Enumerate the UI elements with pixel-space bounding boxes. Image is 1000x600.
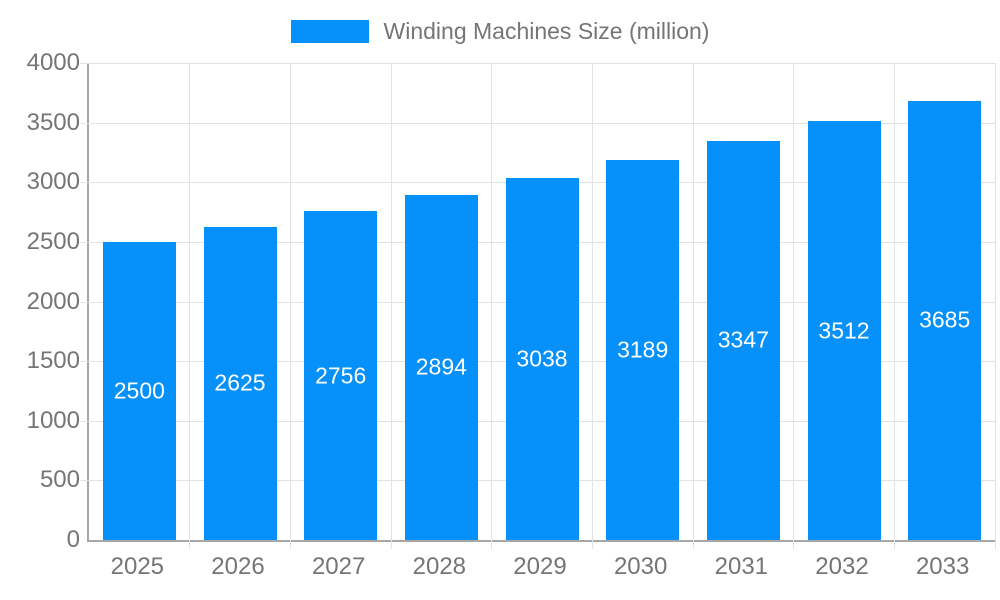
v-gridline xyxy=(692,63,694,549)
bar-value-label: 3189 xyxy=(617,336,669,363)
y-tick-label: 1500 xyxy=(26,347,80,375)
y-tick-label: 3000 xyxy=(26,168,80,196)
bar-2032[interactable]: 3512 xyxy=(807,121,881,540)
x-tick-label: 2029 xyxy=(513,553,567,580)
bar-value-label: 2894 xyxy=(415,353,467,380)
x-tick-label: 2026 xyxy=(211,553,265,580)
v-gridline xyxy=(491,63,493,549)
y-tick-label: 2500 xyxy=(26,227,80,255)
x-tick-label: 2027 xyxy=(311,553,366,580)
x-tick-label: 2028 xyxy=(412,553,467,580)
v-gridline xyxy=(591,63,593,549)
v-gridline xyxy=(893,63,895,549)
v-gridline xyxy=(289,63,291,549)
chart-legend[interactable]: Winding Machines Size (million) xyxy=(0,18,1000,45)
v-gridline xyxy=(793,63,795,549)
v-gridline xyxy=(994,63,996,549)
y-tick-label: 1000 xyxy=(26,406,80,434)
bar-2028[interactable]: 2894 xyxy=(404,194,478,540)
v-gridline xyxy=(189,63,191,549)
bar-value-label: 3347 xyxy=(717,326,769,353)
bar-2030[interactable]: 3189 xyxy=(606,159,680,540)
bar-value-label: 3038 xyxy=(516,345,568,372)
y-tick-label: 4000 xyxy=(26,49,80,76)
bar-value-label: 3512 xyxy=(818,317,870,344)
x-tick-label: 2031 xyxy=(714,553,769,580)
bar-2026[interactable]: 2625 xyxy=(203,226,277,540)
plot-area: 2500 2625 2756 2894 3038 3189 3347 3512 3685 xyxy=(80,63,996,549)
bar-value-label: 2756 xyxy=(315,362,367,389)
h-gridline xyxy=(80,63,995,64)
y-tick-label: 500 xyxy=(39,466,80,494)
bar-2025[interactable]: 2500 xyxy=(102,241,176,540)
bar-value-label: 2500 xyxy=(113,377,165,404)
y-tick-label: 0 xyxy=(66,526,80,553)
x-tick-label: 2033 xyxy=(915,553,970,580)
x-tick-label: 2032 xyxy=(815,553,869,580)
y-tick-label: 2000 xyxy=(26,287,80,315)
legend-swatch-icon xyxy=(290,20,369,43)
bar-value-label: 3685 xyxy=(919,306,971,333)
bar-2031[interactable]: 3347 xyxy=(706,140,780,540)
bar-value-label: 2625 xyxy=(214,369,266,396)
v-gridline xyxy=(390,63,392,549)
y-tick-label: 3500 xyxy=(26,108,80,136)
bar-2033[interactable]: 3685 xyxy=(908,100,982,540)
bar-2029[interactable]: 3038 xyxy=(505,177,579,540)
bar-2027[interactable]: 2756 xyxy=(304,211,378,540)
x-tick-label: 2030 xyxy=(613,553,668,580)
h-gridline xyxy=(80,122,995,124)
legend-series-label: Winding Machines Size (million) xyxy=(383,18,710,44)
x-tick-label: 2025 xyxy=(110,553,165,580)
